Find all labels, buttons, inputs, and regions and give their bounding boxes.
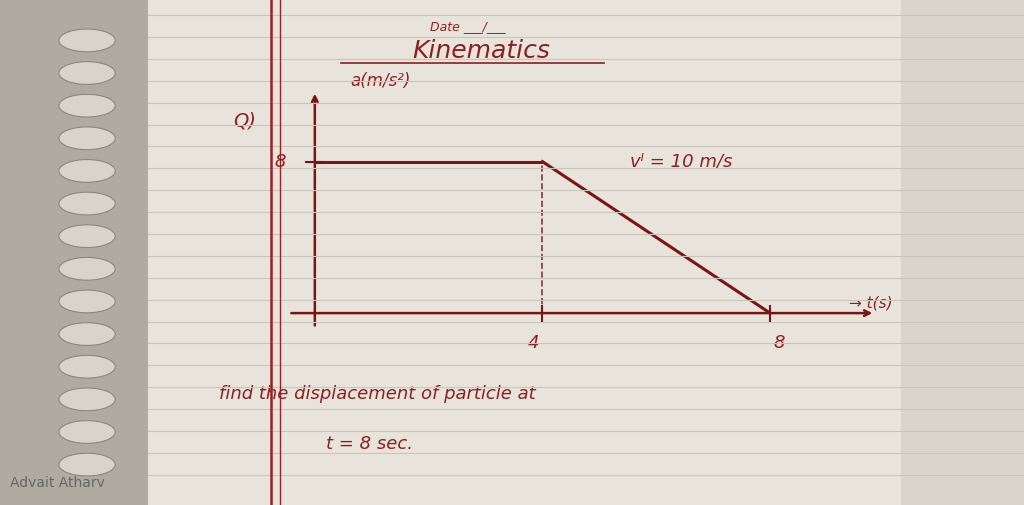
Text: a(m/s²): a(m/s²)	[350, 72, 411, 90]
Text: vᴵ = 10 m/s: vᴵ = 10 m/s	[630, 153, 732, 171]
Text: Kinematics: Kinematics	[413, 38, 550, 63]
Text: → t(s): → t(s)	[849, 295, 893, 311]
Text: find the displacement of particle at: find the displacement of particle at	[218, 385, 536, 403]
Text: 8: 8	[274, 153, 286, 171]
Text: Date ___/___: Date ___/___	[430, 20, 506, 33]
Text: Advait Atharv: Advait Atharv	[10, 476, 105, 490]
Text: Q): Q)	[233, 112, 256, 131]
Text: 4: 4	[528, 334, 540, 352]
Text: t = 8 sec.: t = 8 sec.	[280, 435, 413, 453]
Text: 8: 8	[773, 334, 784, 352]
